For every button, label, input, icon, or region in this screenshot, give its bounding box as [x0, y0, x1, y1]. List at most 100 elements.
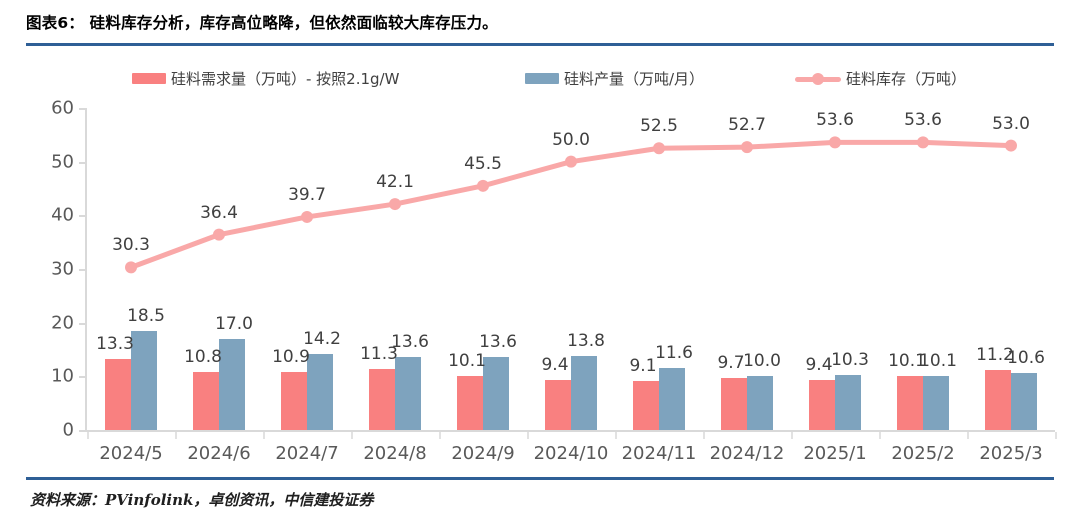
bar-value-label-production: 11.6: [655, 342, 693, 363]
bar-production[interactable]: [1011, 373, 1037, 430]
x-axis-tick-mark: [175, 432, 177, 439]
bar-value-label-demand: 9.4: [541, 354, 569, 375]
x-axis-tick-mark: [263, 432, 265, 439]
bar-group: [545, 108, 597, 430]
bar-demand[interactable]: [985, 369, 1011, 430]
inventory-data-point[interactable]: [213, 228, 225, 241]
legend-color-swatch-icon: [525, 73, 559, 84]
legend-item-label: 硅料需求量（万吨）- 按照2.1g/W: [171, 70, 400, 88]
bar-production[interactable]: [747, 376, 773, 430]
y-axis-tick-label: 0: [62, 419, 74, 441]
page-title: 图表6： 硅料库存分析，库存高位略降，但依然面临较大库存压力。: [26, 13, 498, 32]
legend-color-swatch-icon: [132, 73, 166, 84]
inventory-value-label: 52.5: [640, 116, 678, 137]
x-axis-tick-mark: [967, 432, 969, 439]
bar-production[interactable]: [659, 367, 685, 430]
bar-value-label-demand: 10.9: [272, 346, 310, 367]
inventory-value-label: 30.3: [112, 235, 150, 256]
x-axis-tick-label: 2024/5: [99, 443, 163, 464]
bar-value-label-demand: 10.8: [184, 347, 222, 368]
legend-item[interactable]: 硅料产量（万吨/月）: [525, 68, 704, 89]
bar-demand[interactable]: [721, 377, 747, 430]
y-axis-tick-mark: [79, 269, 86, 271]
x-axis-tick-label: 2025/2: [891, 443, 955, 464]
legend-item-label: 硅料产量（万吨/月）: [564, 70, 705, 88]
bar-demand[interactable]: [809, 379, 835, 430]
x-axis-tick-mark: [615, 432, 617, 439]
legend-line-marker-icon: [795, 72, 841, 86]
chart-legend: 硅料需求量（万吨）- 按照2.1g/W 硅料产量（万吨/月） 硅料库存（万吨）: [0, 68, 1080, 98]
bar-demand[interactable]: [545, 379, 571, 430]
y-axis-tick-mark: [79, 215, 86, 218]
y-axis-tick-mark: [79, 376, 86, 379]
bar-production[interactable]: [395, 357, 421, 430]
bar-group: [809, 108, 861, 430]
bar-production[interactable]: [483, 357, 509, 430]
bar-production[interactable]: [571, 355, 597, 430]
bar-demand[interactable]: [897, 375, 923, 430]
y-axis-tick-mark: [79, 322, 86, 325]
bar-demand[interactable]: [105, 358, 131, 430]
inventory-data-point[interactable]: [741, 141, 753, 154]
inventory-data-point[interactable]: [125, 261, 137, 274]
bar-value-label-demand: 11.3: [360, 344, 398, 365]
inventory-data-point[interactable]: [829, 136, 841, 149]
bar-production[interactable]: [835, 374, 861, 430]
bar-value-label-production: 13.6: [391, 332, 429, 352]
bar-demand[interactable]: [369, 369, 395, 430]
inventory-value-label: 39.7: [288, 184, 326, 205]
bar-value-label-production: 17.0: [215, 313, 253, 334]
legend-item[interactable]: 硅料需求量（万吨）- 按照2.1g/W: [132, 68, 399, 89]
bar-group: [897, 108, 949, 430]
x-axis-labels: 2024/5 2024/6 2024/7 2024/8 2024/9 2024/10 202…: [87, 443, 1055, 473]
inventory-data-point[interactable]: [917, 136, 929, 149]
y-axis-tick-label: 40: [51, 204, 74, 226]
x-axis-tick-label: 2024/12: [709, 443, 785, 464]
bar-group: [281, 108, 333, 430]
inventory-data-point[interactable]: [1005, 139, 1017, 152]
bar-value-label-demand: 11.2: [976, 344, 1014, 365]
bar-demand[interactable]: [193, 372, 219, 430]
inventory-data-point[interactable]: [653, 142, 665, 155]
inventory-value-label: 36.4: [200, 202, 238, 223]
bar-group: [985, 108, 1037, 430]
y-axis-tick-label: 30: [51, 258, 74, 280]
bar-production[interactable]: [131, 330, 157, 430]
y-axis-tick-mark: [79, 161, 86, 164]
bar-demand[interactable]: [633, 381, 659, 430]
y-axis-tick-mark: [79, 108, 86, 110]
bar-value-label-demand: 9.7: [717, 352, 745, 373]
inventory-data-point[interactable]: [477, 179, 489, 192]
inventory-data-point[interactable]: [389, 198, 401, 211]
bar-production[interactable]: [923, 375, 949, 430]
y-axis-line: [85, 108, 87, 430]
bar-demand[interactable]: [457, 375, 483, 430]
bar-value-label-production: 10.3: [831, 349, 869, 370]
y-axis-tick-label: 60: [51, 97, 74, 119]
source-divider: [26, 477, 1054, 480]
x-axis-line: [85, 430, 1055, 432]
bar-value-label-production: 10.1: [919, 350, 957, 371]
x-axis-tick-mark: [1055, 432, 1057, 439]
bar-value-label-production: 10.6: [1007, 348, 1045, 369]
x-axis-tick-mark: [527, 432, 529, 439]
x-axis-tick-label: 2024/10: [533, 443, 609, 464]
x-axis-tick-label: 2024/6: [187, 443, 251, 464]
bar-production[interactable]: [307, 353, 333, 430]
legend-item[interactable]: 硅料库存（万吨）: [795, 68, 966, 89]
bar-demand[interactable]: [281, 371, 307, 430]
inventory-value-label: 52.7: [728, 115, 766, 136]
inventory-data-point[interactable]: [301, 210, 313, 223]
inventory-value-label: 53.6: [816, 110, 854, 131]
figure-title-row: 图表6： 硅料库存分析，库存高位略降，但依然面临较大库存压力。: [0, 0, 1080, 43]
bar-group: [457, 108, 509, 430]
x-axis-tick-mark: [439, 432, 441, 439]
bar-group: [369, 108, 421, 430]
inventory-line-series: [125, 136, 1017, 274]
x-axis-tick-mark: [879, 432, 881, 439]
bar-production[interactable]: [219, 338, 245, 430]
inventory-data-point[interactable]: [565, 155, 577, 168]
y-axis-labels: 0 10 20 30 40 50 60: [0, 97, 74, 441]
bar-value-label-demand: 13.3: [96, 333, 134, 354]
